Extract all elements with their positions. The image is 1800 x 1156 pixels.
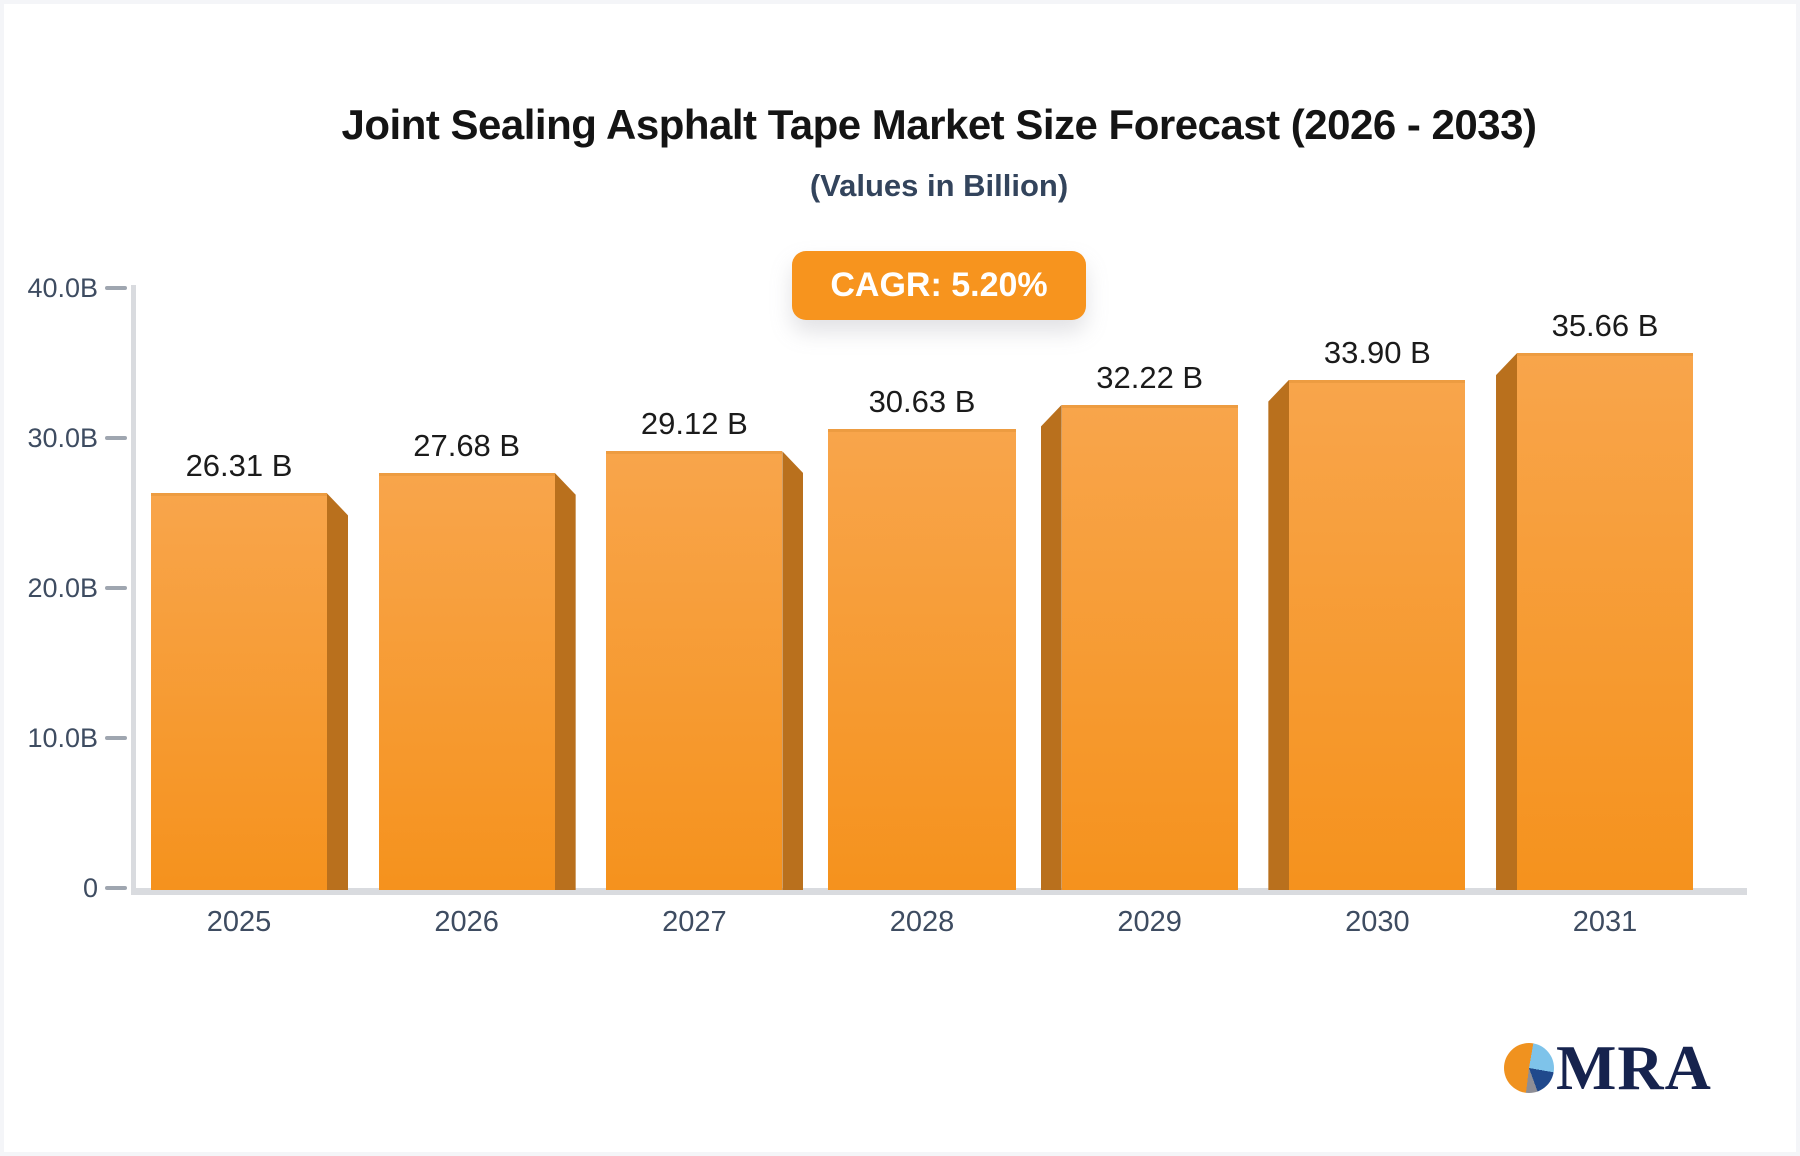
pie-chart-logo-icon [1504,1043,1554,1093]
x-axis-category-label: 2025 [206,906,272,938]
bar-2027[interactable] [606,451,783,890]
bar-2029[interactable] [1061,404,1238,890]
x-axis-category-label: 2027 [662,906,727,938]
x-axis-category-label: 2026 [434,906,499,938]
bar-2028[interactable] [828,428,1016,890]
y-axis-tick [105,736,127,740]
bar-value-label: 35.66 B [1551,308,1659,344]
y-axis-line [131,285,136,895]
bar-value-label: 32.22 B [1096,359,1204,395]
bar-value-label: 33.90 B [1323,334,1431,370]
cagr-badge-row: CAGR: 5.20% [80,251,1798,320]
bar-3d-side [1040,404,1062,890]
y-axis-tick-label: 10.0B [27,723,98,753]
bar-value-label: 26.31 B [185,448,293,484]
chart-title: Joint Sealing Asphalt Tape Market Size F… [341,101,1537,148]
y-axis-tick [105,286,127,290]
bar-2026[interactable] [378,472,555,890]
y-axis-tick-label: 20.0B [27,573,98,603]
x-axis-category-label: 2029 [1117,906,1182,938]
y-axis-tick [105,586,127,590]
bar-3d-side [554,472,576,890]
x-axis-baseline [131,888,1747,895]
chart-subtitle: (Values in Billion) [809,168,1069,203]
cagr-badge: CAGR: 5.20% [792,251,1086,320]
y-axis-tick [105,436,127,440]
mra-logo: MRA [1504,1032,1712,1103]
x-axis-category-label: 2028 [889,906,955,938]
logo-text: MRA [1556,1032,1712,1103]
y-axis-tick-label: 0 [82,873,98,903]
y-axis-tick [105,886,127,890]
bar-2030[interactable] [1289,379,1466,890]
bar-value-label: 29.12 B [640,406,748,442]
bar-value-label: 30.63 B [868,383,976,419]
bar-value-label: 27.68 B [413,427,521,463]
bar-3d-side [1268,379,1290,890]
bar-2031[interactable] [1517,353,1694,890]
bar-3d-side [1496,353,1518,890]
x-axis-category-label: 2030 [1345,906,1410,938]
y-axis-tick-label: 30.0B [27,423,98,453]
y-axis-tick-label: 40.0B [27,273,98,303]
bar-3d-side [782,451,804,890]
bar-2025[interactable] [151,493,327,890]
x-axis-category-label: 2031 [1572,906,1638,938]
bar-3d-side [327,493,348,890]
